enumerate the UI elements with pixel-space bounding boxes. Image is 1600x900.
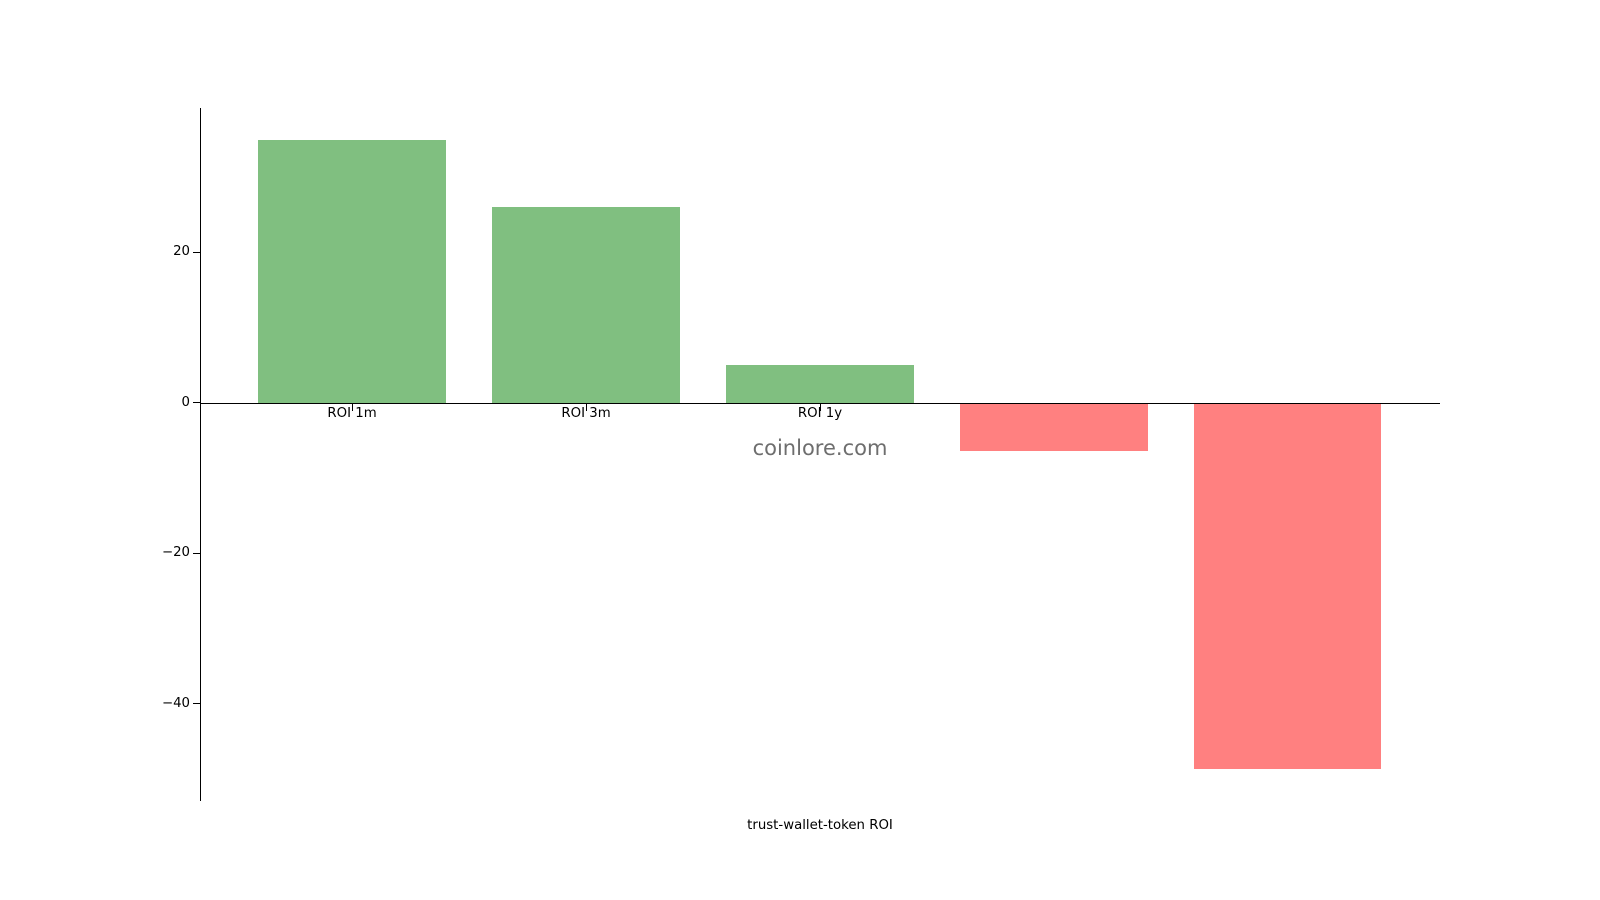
x-tick-mark (351, 402, 353, 411)
x-tick-label: ROI 1y (797, 405, 843, 421)
y-tick-mark (193, 552, 200, 554)
x-tick-label: ROI 1m (327, 405, 377, 421)
x-tick-mark (819, 402, 821, 411)
watermark-text: coinlore.com (752, 436, 888, 460)
x-tick-label: ROI 3m (561, 405, 611, 421)
y-tick-label: 0 (181, 394, 190, 410)
bar-neg-4 (1194, 403, 1382, 769)
y-tick-mark (193, 703, 200, 705)
bar-roi-1m (258, 139, 446, 403)
y-tick-label: −40 (161, 695, 190, 711)
y-tick-label: 20 (173, 244, 190, 260)
y-tick-mark (193, 402, 200, 404)
y-axis-line (200, 108, 201, 801)
x-axis-title: trust-wallet-token ROI (747, 818, 893, 833)
bar-roi-3m (492, 207, 680, 403)
bar-roi-1y (726, 365, 914, 403)
y-tick-label: −20 (161, 545, 190, 561)
y-tick-mark (193, 251, 200, 253)
x-tick-mark (585, 402, 587, 411)
bar-neg-3 (960, 403, 1148, 451)
